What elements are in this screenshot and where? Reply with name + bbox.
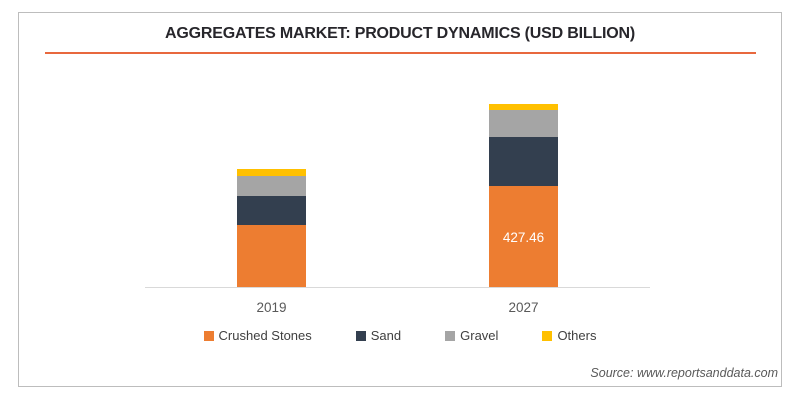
bar-segment-2019-sand bbox=[237, 196, 306, 226]
legend-item-crushed-stones: Crushed Stones bbox=[203, 328, 312, 343]
legend-label: Sand bbox=[370, 328, 402, 343]
bar-segment-2019-crushed-stones bbox=[237, 225, 306, 288]
stacked-bar-2027: 427.46 bbox=[489, 103, 558, 288]
x-axis-label-2027: 2027 bbox=[508, 300, 539, 315]
source-credit: Source: www.reportsanddata.com bbox=[590, 366, 778, 380]
chart-frame: AGGREGATES MARKET: PRODUCT DYNAMICS (USD… bbox=[18, 12, 782, 387]
legend-label: Others bbox=[557, 328, 597, 343]
data-label-2027: 427.46 bbox=[502, 229, 545, 245]
legend-swatch-icon bbox=[355, 330, 366, 341]
legend: Crushed Stones Sand Gravel Others bbox=[19, 328, 781, 343]
legend-label: Crushed Stones bbox=[218, 328, 312, 343]
title-divider bbox=[45, 52, 756, 54]
chart-title: AGGREGATES MARKET: PRODUCT DYNAMICS (USD… bbox=[165, 25, 635, 42]
legend-swatch-icon bbox=[542, 330, 553, 341]
bar-segment-2019-others bbox=[237, 169, 306, 176]
legend-item-gravel: Gravel bbox=[445, 328, 498, 343]
bar-segment-2027-gravel bbox=[489, 110, 558, 138]
stacked-bar-2019 bbox=[237, 169, 306, 288]
legend-item-sand: Sand bbox=[355, 328, 402, 343]
bar-segment-2027-others bbox=[489, 103, 558, 111]
legend-swatch-icon bbox=[203, 330, 214, 341]
x-axis-label-2019: 2019 bbox=[256, 300, 287, 315]
legend-item-others: Others bbox=[542, 328, 596, 343]
bar-segment-2027-crushed-stones: 427.46 bbox=[489, 186, 558, 288]
bar-segment-2019-gravel bbox=[237, 176, 306, 197]
legend-label: Gravel bbox=[460, 328, 499, 343]
x-axis-line bbox=[145, 287, 650, 288]
bar-segment-2027-sand bbox=[489, 137, 558, 186]
legend-swatch-icon bbox=[445, 330, 456, 341]
plot-area: 427.46 bbox=[19, 73, 781, 288]
